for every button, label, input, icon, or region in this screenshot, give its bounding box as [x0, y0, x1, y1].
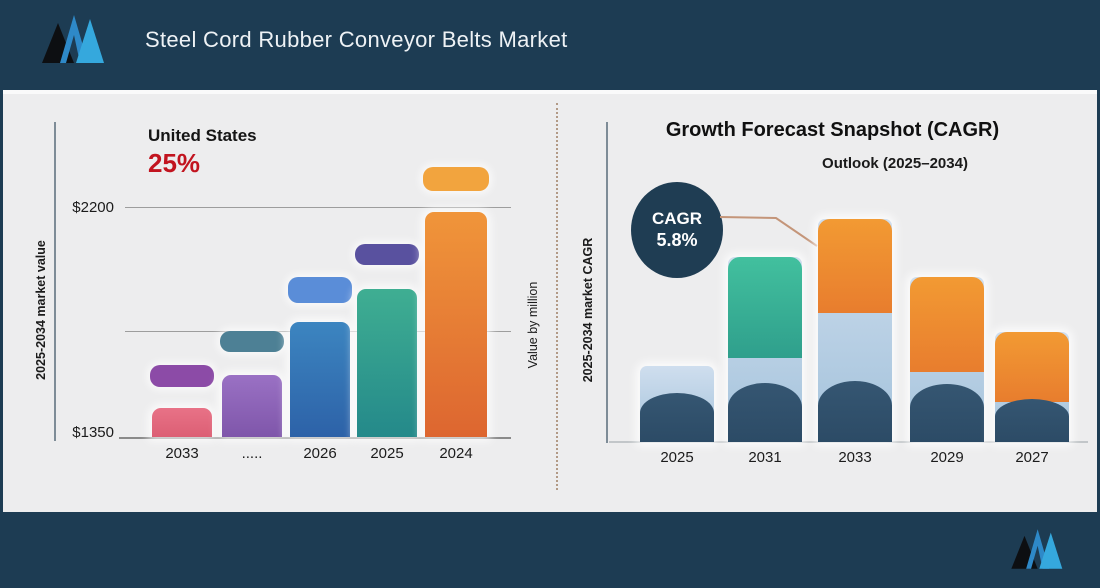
footer-ama-logo-icon	[1011, 529, 1063, 569]
right-chart-baseline	[609, 441, 1088, 443]
cagr-badge-value: 5.8%	[656, 230, 698, 251]
left-x-label-2024: 2024	[439, 445, 473, 462]
header-bar: Steel Cord Rubber Conveyor Belts Market	[0, 0, 1100, 90]
right-chart-y-axis-line	[606, 122, 608, 443]
left-bar-cap-2026	[288, 277, 352, 303]
cagr-badge: CAGR 5.8%	[631, 182, 723, 278]
right-bar-top-segment-2031	[728, 257, 802, 358]
right-bar-top-segment-2029	[910, 277, 984, 372]
middle-axis-label: Value by million	[526, 281, 540, 369]
cagr-badge-title: CAGR	[651, 209, 703, 229]
left-bar-cap-2024	[423, 167, 489, 191]
y-tick-1350: $1350	[72, 424, 114, 441]
left-bar-2025	[357, 289, 417, 437]
left-chart-highlight-value: 25%	[148, 148, 201, 178]
panel-divider	[556, 103, 558, 490]
right-chart-subtitle: Outlook (2025–2034)	[822, 155, 968, 172]
right-x-label-2025: 2025	[660, 449, 694, 466]
right-y-axis-label: 2025-2034 market CAGR	[581, 237, 595, 383]
left-bar-2026	[290, 322, 350, 437]
left-chart-baseline	[119, 437, 511, 439]
left-bar-cap-.....	[220, 331, 284, 352]
right-bar-2033	[818, 219, 892, 442]
right-x-label-2033: 2033	[838, 449, 872, 466]
left-x-label-2026: 2026	[303, 445, 337, 462]
right-x-label-2031: 2031	[748, 449, 782, 466]
left-bar-cap-2025	[355, 244, 419, 265]
right-bar-base-segment-2029	[910, 384, 984, 442]
right-bar-top-segment-2027	[995, 332, 1069, 402]
right-bar-2027	[995, 332, 1069, 442]
right-bar-base-segment-2031	[728, 383, 802, 442]
left-y-axis-label: 2025-2034 market value	[34, 240, 48, 380]
right-x-label-2029: 2029	[930, 449, 964, 466]
badge-connector-line	[719, 216, 818, 247]
page-title: Steel Cord Rubber Conveyor Belts Market	[145, 27, 568, 52]
left-bar-2024	[425, 212, 487, 437]
right-x-label-2027: 2027	[1015, 449, 1049, 466]
left-chart-plot-area: 2033..... 2026 2025 2024	[125, 150, 511, 462]
footer-bar: @ All Market Analysis Snapshot GlobalSte…	[0, 512, 1100, 588]
right-bar-2031	[728, 257, 802, 442]
left-chart-y-axis-line	[54, 122, 56, 441]
right-bar-2029	[910, 277, 984, 442]
y-tick-2200: $2200	[72, 199, 114, 216]
right-bar-base-segment-2027	[995, 399, 1069, 442]
right-bar-base-segment-2033	[818, 381, 892, 442]
right-chart-title: Growth Forecast Snapshot (CAGR)	[665, 119, 1000, 141]
left-bar-2033	[152, 408, 212, 437]
left-chart-title: United States	[148, 126, 257, 145]
left-x-label-.....: .....	[241, 445, 263, 462]
left-x-label-2025: 2025	[370, 445, 404, 462]
left-bar-.....	[222, 375, 282, 437]
right-bar-top-segment-2033	[818, 219, 892, 313]
left-x-label-2033: 2033	[165, 445, 199, 462]
right-bar-2025	[640, 366, 714, 442]
left-bar-cap-2033	[150, 365, 214, 387]
gridline-2200	[125, 207, 511, 208]
right-chart-plot-area: 2025 2031 2033 2029 2027	[615, 160, 1085, 466]
right-bar-base-segment-2025	[640, 393, 714, 442]
ama-logo-icon	[42, 15, 104, 63]
